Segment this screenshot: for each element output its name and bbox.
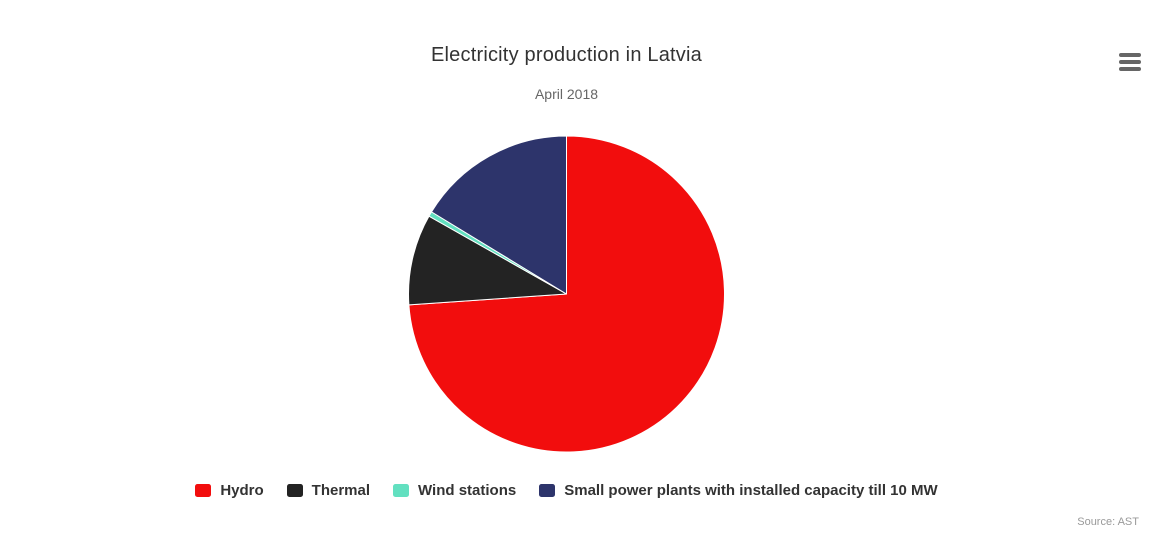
chart-title: Electricity production in Latvia [431, 44, 702, 66]
legend-item-label: Thermal [311, 482, 371, 499]
hamburger-icon [1119, 53, 1141, 71]
export-menu-button[interactable] [1114, 48, 1146, 76]
legend-swatch-wind-stations [393, 484, 410, 497]
credits-source[interactable]: Source: AST [1077, 516, 1139, 528]
legend: Hydro Thermal Wind stations Small power pla… [0, 482, 1133, 499]
legend-swatch-hydro [195, 484, 212, 497]
pie-slice-thermal[interactable] [408, 215, 567, 306]
legend-swatch-thermal [286, 484, 303, 497]
pie-slice-small-power-plants-with-installed-capacity-till-10-mw[interactable] [431, 135, 567, 295]
legend-item-label: Wind stations [418, 482, 517, 499]
chart-subtitle: April 2018 [534, 86, 599, 102]
legend-item-small-power-plants-with-installed-capacity-till-10-mw[interactable]: Small power plants with installed capaci… [539, 482, 938, 499]
legend-item-thermal[interactable]: Thermal [286, 482, 371, 499]
legend-item-label: Hydro [220, 482, 264, 499]
legend-item-label: Small power plants with installed capaci… [564, 482, 938, 499]
legend-swatch-small-power-plants-with-installed-capacity-till-10-mw [539, 484, 556, 497]
legend-item-wind-stations[interactable]: Wind stations [393, 482, 516, 499]
legend-item-hydro[interactable]: Hydro [195, 482, 264, 499]
